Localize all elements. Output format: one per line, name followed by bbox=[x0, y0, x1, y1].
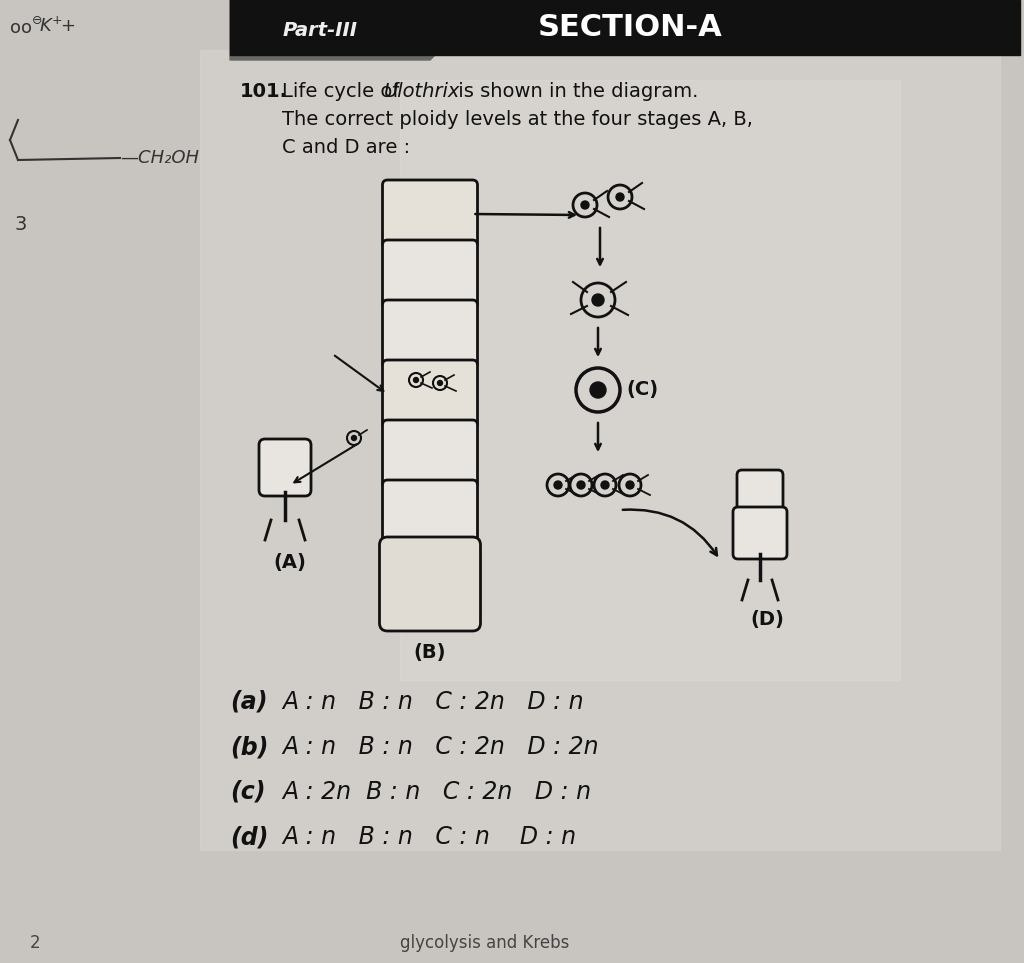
Circle shape bbox=[554, 481, 562, 489]
Text: A : n   B : n   C : 2n   D : 2n: A : n B : n C : 2n D : 2n bbox=[282, 735, 599, 759]
Text: A : n   B : n   C : n    D : n: A : n B : n C : n D : n bbox=[282, 825, 577, 849]
Text: oo: oo bbox=[10, 19, 32, 37]
Text: K: K bbox=[40, 17, 52, 35]
Text: 2: 2 bbox=[30, 934, 41, 952]
Bar bbox=[200, 50, 1000, 850]
Text: (D): (D) bbox=[750, 610, 784, 629]
FancyBboxPatch shape bbox=[733, 507, 787, 559]
Circle shape bbox=[351, 435, 356, 440]
Text: Life cycle of: Life cycle of bbox=[282, 82, 406, 101]
FancyBboxPatch shape bbox=[383, 300, 477, 368]
Text: +: + bbox=[52, 14, 62, 28]
Text: (A): (A) bbox=[273, 553, 306, 572]
Text: SECTION-A: SECTION-A bbox=[538, 13, 722, 42]
Text: Ulothrix: Ulothrix bbox=[384, 82, 461, 101]
Text: (B): (B) bbox=[414, 643, 446, 662]
Circle shape bbox=[414, 377, 419, 382]
Text: A : 2n  B : n   C : 2n   D : n: A : 2n B : n C : 2n D : n bbox=[282, 780, 591, 804]
FancyBboxPatch shape bbox=[380, 537, 480, 631]
Text: +: + bbox=[60, 17, 75, 35]
Circle shape bbox=[590, 382, 606, 398]
Text: ⊖: ⊖ bbox=[32, 13, 43, 27]
Circle shape bbox=[601, 481, 609, 489]
FancyBboxPatch shape bbox=[383, 480, 477, 548]
Text: 101.: 101. bbox=[240, 82, 288, 101]
Text: glycolysis and Krebs: glycolysis and Krebs bbox=[400, 934, 569, 952]
Text: (c): (c) bbox=[230, 780, 265, 804]
Text: (b): (b) bbox=[230, 735, 268, 759]
FancyBboxPatch shape bbox=[737, 470, 783, 515]
Text: (a): (a) bbox=[230, 690, 267, 714]
Text: 3: 3 bbox=[15, 216, 28, 235]
Bar bbox=[400, 80, 900, 680]
Circle shape bbox=[581, 201, 589, 209]
Circle shape bbox=[437, 380, 442, 385]
Circle shape bbox=[616, 193, 624, 201]
Text: is shown in the diagram.: is shown in the diagram. bbox=[452, 82, 698, 101]
Text: C and D are :: C and D are : bbox=[282, 138, 411, 157]
Circle shape bbox=[592, 294, 604, 306]
FancyBboxPatch shape bbox=[259, 439, 311, 496]
Bar bbox=[230, 0, 1020, 55]
FancyBboxPatch shape bbox=[383, 180, 477, 248]
Text: —CH₂OH: —CH₂OH bbox=[120, 149, 199, 167]
Text: (C): (C) bbox=[626, 380, 658, 400]
Text: The correct ploidy levels at the four stages A, B,: The correct ploidy levels at the four st… bbox=[282, 110, 753, 129]
Text: (d): (d) bbox=[230, 825, 268, 849]
Circle shape bbox=[577, 481, 585, 489]
Text: A : n   B : n   C : 2n   D : n: A : n B : n C : 2n D : n bbox=[282, 690, 584, 714]
Circle shape bbox=[626, 481, 634, 489]
Text: Part-III: Part-III bbox=[283, 20, 357, 39]
FancyBboxPatch shape bbox=[383, 360, 477, 428]
Polygon shape bbox=[230, 0, 460, 60]
FancyBboxPatch shape bbox=[383, 420, 477, 488]
FancyArrowPatch shape bbox=[623, 509, 717, 556]
FancyBboxPatch shape bbox=[383, 240, 477, 308]
